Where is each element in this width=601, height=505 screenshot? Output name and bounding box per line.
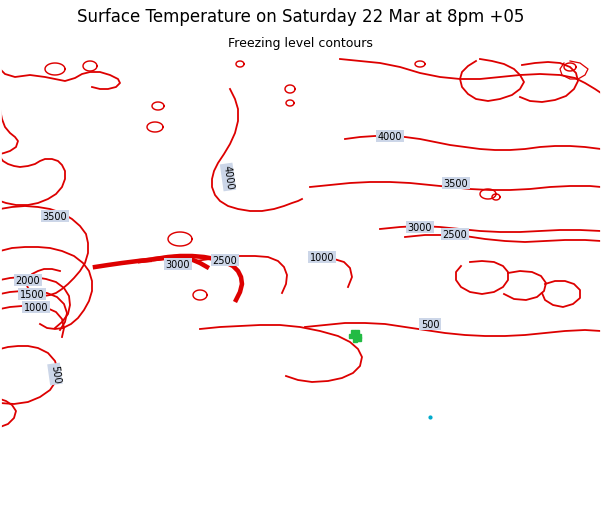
Text: 3500: 3500 — [43, 212, 67, 222]
Text: 2500: 2500 — [213, 256, 237, 266]
Text: 3500: 3500 — [444, 179, 468, 189]
Text: 500: 500 — [421, 319, 439, 329]
Text: 3000: 3000 — [166, 260, 191, 270]
Text: 1000: 1000 — [24, 302, 48, 313]
Text: Freezing level contours: Freezing level contours — [228, 37, 373, 50]
Text: 4000: 4000 — [221, 165, 234, 190]
Text: 3000: 3000 — [407, 223, 432, 232]
Text: 1500: 1500 — [20, 289, 44, 299]
Text: 500: 500 — [49, 365, 61, 384]
Text: 2500: 2500 — [442, 230, 468, 239]
Text: 2000: 2000 — [16, 275, 40, 285]
Text: 1000: 1000 — [310, 252, 334, 263]
Text: 4000: 4000 — [378, 132, 402, 142]
Text: Surface Temperature on Saturday 22 Mar at 8pm +05: Surface Temperature on Saturday 22 Mar a… — [77, 8, 524, 26]
